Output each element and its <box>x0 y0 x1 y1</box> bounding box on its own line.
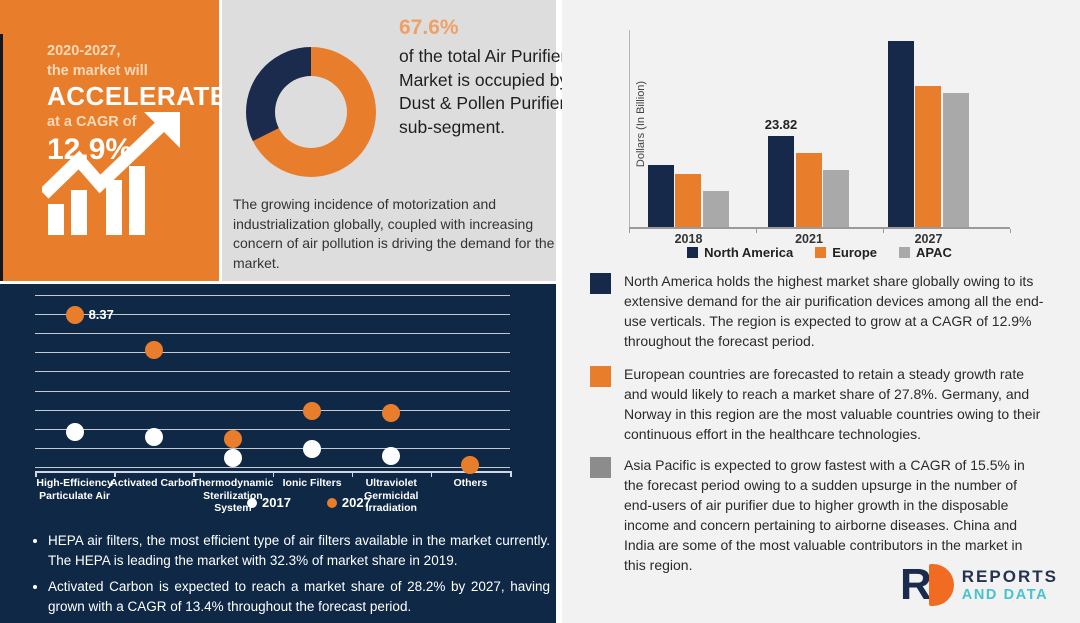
insight-europe: European countries are forecasted to ret… <box>590 364 1048 444</box>
filter-notes-list: HEPA air filters, the most efficient typ… <box>30 531 550 623</box>
accelerate-line4: at a CAGR of <box>47 114 137 130</box>
insight-asia-pacific-text: Asia Pacific is expected to grow fastest… <box>624 457 1025 573</box>
filter-note-activated-carbon: Activated Carbon is expected to reach a … <box>48 577 550 616</box>
reports-and-data-logo: R REPORTS AND DATA <box>900 563 1058 607</box>
filter-type-panel: High-Efficiency Particulate Air Activated… <box>0 284 556 623</box>
regional-bar-chart: Dollars (In Billion) 2018 2021 2027 23.82 <box>562 0 1080 265</box>
logo-name-top: REPORTS <box>961 566 1058 586</box>
insight-north-america-text: North America holds the highest market s… <box>624 273 1044 349</box>
logo-d-shape <box>928 564 954 606</box>
market-driver-text: The growing incidence of motorization an… <box>233 196 555 271</box>
left-edge-artifact <box>0 34 3 281</box>
gray-square-bullet <box>590 457 611 478</box>
growth-arrow-icon <box>42 112 180 235</box>
segment-percent: 67.6% <box>399 16 459 39</box>
segment-panel: 67.6% of the total Air Purifier Market i… <box>222 0 568 281</box>
bar-chart-legend: North America Europe APAC <box>629 245 1010 260</box>
forecast-years: 2020-2027, <box>47 43 121 59</box>
bar-chart-y-axis <box>629 30 630 227</box>
accelerate-panel: 2020-2027, the market will ACCELERATE at… <box>0 0 227 281</box>
insight-north-america: North America holds the highest market s… <box>590 271 1048 351</box>
navy-square-bullet <box>590 273 611 294</box>
logo-text: REPORTS AND DATA <box>962 568 1058 603</box>
filter-dot-plot: High-Efficiency Particulate Air Activated… <box>0 284 556 529</box>
logo-r-letter: R <box>900 560 932 609</box>
bar-chart-x-axis <box>629 227 1010 229</box>
regional-panel: Dollars (In Billion) 2018 2021 2027 23.82 N… <box>562 0 1080 623</box>
orange-square-bullet <box>590 366 611 387</box>
logo-name-bottom: AND DATA <box>961 586 1049 603</box>
insight-asia-pacific: Asia Pacific is expected to grow fastest… <box>590 455 1048 575</box>
filter-note-hepa: HEPA air filters, the most efficient typ… <box>48 531 550 570</box>
accelerate-line2: the market will <box>47 62 148 79</box>
logo-mark: R <box>900 563 954 607</box>
accelerate-headline: ACCELERATE <box>47 81 228 111</box>
segment-donut-chart <box>246 47 376 177</box>
bar-chart-y-axis-label: Dollars (In Billion) <box>635 80 648 168</box>
segment-description: of the total Air Purifier Market is occu… <box>399 46 569 137</box>
insight-europe-text: European countries are forecasted to ret… <box>624 366 1041 442</box>
accelerate-text-block: 2020-2027, the market will ACCELERATE at… <box>47 44 228 165</box>
filter-chart-legend: 2017 2027 <box>247 495 371 510</box>
